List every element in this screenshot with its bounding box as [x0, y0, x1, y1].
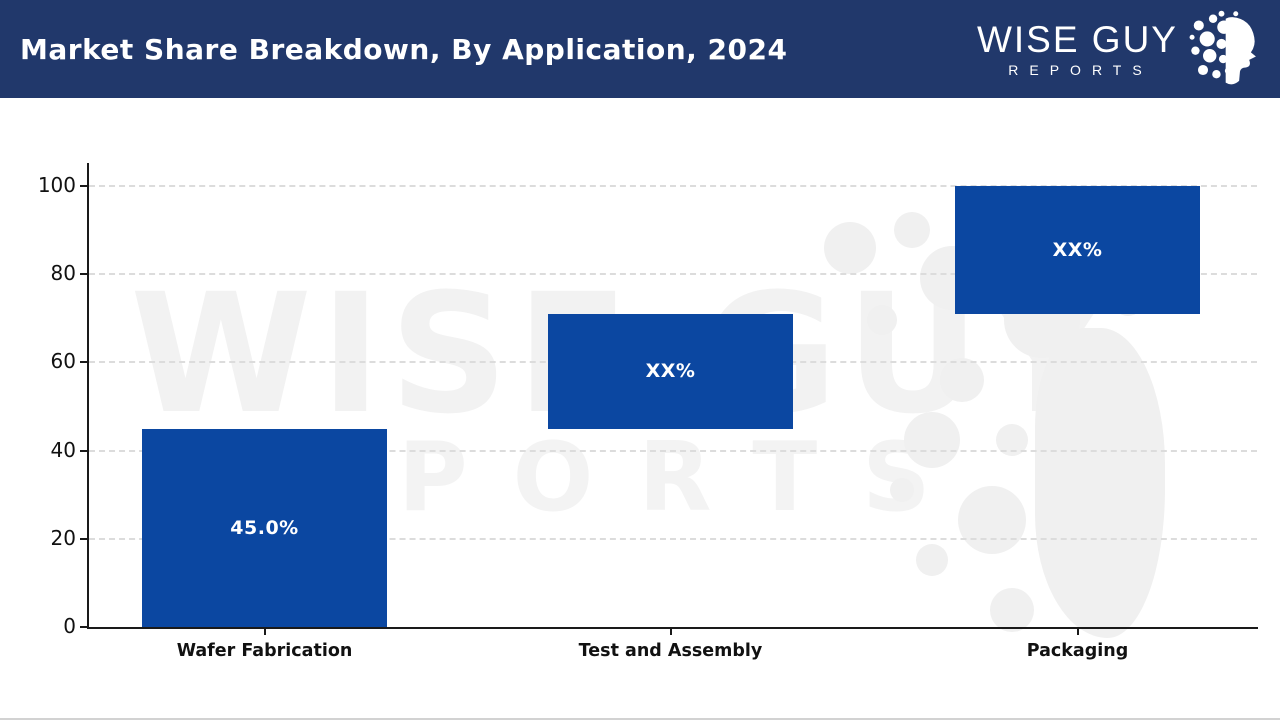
y-axis-tick-mark	[80, 626, 87, 628]
chart-area: WISE GUY REPORTS 0 20 40 60 80 100 45.0% Wafer …	[0, 98, 1280, 718]
watermark-head-dot	[867, 305, 897, 335]
x-axis-category-label: Test and Assembly	[578, 641, 763, 661]
logo-wordmark-line2: REPORTS	[1008, 61, 1153, 78]
bottom-border	[0, 718, 1280, 720]
x-axis-tick-mark	[669, 629, 672, 635]
y-axis-tick-mark	[80, 273, 87, 276]
watermark-head-dot	[940, 358, 984, 402]
watermark-head-dot	[904, 412, 960, 468]
bar-value-label: XX%	[1052, 238, 1103, 261]
header-bar: Market Share Breakdown, By Application, …	[0, 0, 1280, 98]
watermark-head-dot	[916, 544, 948, 576]
gridline-80	[89, 273, 1257, 276]
x-axis-tick-mark	[263, 629, 266, 635]
bar-value-label: 45.0%	[230, 516, 299, 539]
watermark-head-face	[1035, 328, 1165, 638]
gridline-100	[89, 185, 1257, 187]
y-axis-line	[87, 163, 89, 629]
logo-wordmark: WISE GUY REPORTS	[977, 21, 1178, 78]
y-axis-tick-label: 0	[63, 614, 76, 638]
watermark-head-dot	[824, 222, 876, 274]
y-axis-tick-mark	[80, 449, 87, 452]
x-axis-category-label: Packaging	[1026, 641, 1129, 661]
bar-2: XX%	[548, 313, 793, 429]
watermark-head-dot	[958, 486, 1026, 554]
y-axis-tick-label: 40	[50, 437, 76, 462]
y-axis-tick-mark	[80, 185, 87, 187]
watermark-head-dot	[990, 588, 1034, 632]
y-axis-tick-mark	[80, 537, 87, 540]
gridline-40	[89, 449, 1257, 452]
chart-title: Market Share Breakdown, By Application, …	[20, 32, 788, 66]
x-axis-category-label: Wafer Fabrication	[176, 641, 353, 661]
bar-value-label: XX%	[645, 360, 696, 383]
logo-head-icon	[1189, 10, 1256, 85]
brand-logo: WISE GUY REPORTS	[977, 7, 1280, 91]
y-axis-tick-label: 20	[50, 525, 76, 550]
logo-wordmark-line1: WISE GUY	[976, 18, 1178, 60]
gridline-20	[89, 537, 1257, 540]
bar-1: 45.0%	[142, 428, 387, 627]
watermark-head-dot	[890, 478, 914, 502]
y-axis-tick-label: 80	[50, 261, 76, 286]
y-axis-tick-mark	[80, 361, 87, 364]
bar-3: XX%	[955, 186, 1200, 314]
watermark-head-dot	[894, 212, 930, 248]
y-axis-tick-label: 100	[37, 173, 76, 197]
x-axis-tick-mark	[1076, 629, 1079, 635]
x-axis-line	[87, 627, 1258, 629]
y-axis-tick-label: 60	[50, 349, 76, 374]
